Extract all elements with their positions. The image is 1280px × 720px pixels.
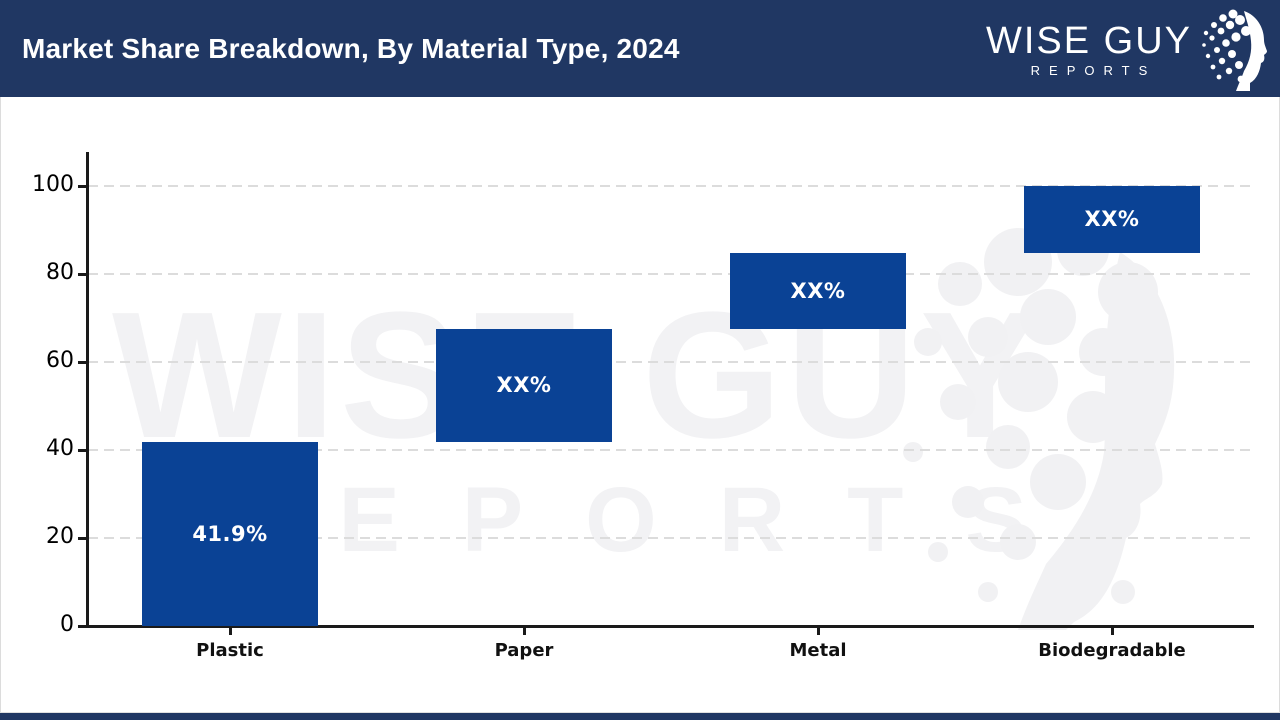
brand-name: WISE GUY bbox=[985, 19, 1192, 62]
bar-metal: XX% bbox=[730, 252, 906, 329]
x-category-label: Paper bbox=[494, 640, 554, 661]
gridline-60 bbox=[88, 361, 1253, 363]
y-tick-40 bbox=[78, 448, 86, 452]
bar-value-label: XX% bbox=[790, 278, 846, 303]
bar-plastic: 41.9% bbox=[142, 441, 318, 626]
gridline-100 bbox=[88, 185, 1253, 187]
y-tick-label-60: 60 bbox=[46, 348, 74, 373]
y-tick-label-40: 40 bbox=[46, 436, 74, 461]
x-tick-biodegradable bbox=[1110, 628, 1114, 635]
y-axis-line bbox=[86, 152, 89, 628]
x-tick-plastic bbox=[228, 628, 232, 635]
x-tick-metal bbox=[816, 628, 820, 635]
footer-accent-bar bbox=[0, 712, 1280, 720]
brand-logo-text: WISE GUY REPORTS bbox=[986, 21, 1192, 78]
watermark-text-line2: REPORTS bbox=[210, 469, 1089, 571]
bar-value-label: 41.9% bbox=[192, 521, 268, 546]
y-tick-20 bbox=[78, 536, 86, 540]
y-tick-80 bbox=[78, 272, 86, 276]
y-tick-100 bbox=[78, 184, 86, 188]
watermark-head-logo bbox=[903, 224, 1175, 630]
x-category-label: Plastic bbox=[196, 640, 264, 661]
gridline-40 bbox=[88, 449, 1253, 451]
bar-value-label: XX% bbox=[1084, 207, 1140, 232]
bar-paper: XX% bbox=[436, 328, 612, 442]
bar-biodegradable: XX% bbox=[1024, 186, 1200, 253]
brand-head-icon bbox=[1202, 9, 1267, 91]
y-tick-label-0: 0 bbox=[60, 612, 74, 637]
x-tick-paper bbox=[522, 628, 526, 635]
gridline-20 bbox=[88, 537, 1253, 539]
x-axis-line bbox=[86, 625, 1254, 628]
page-title: Market Share Breakdown, By Material Type… bbox=[22, 32, 680, 64]
y-tick-0 bbox=[78, 624, 86, 628]
x-category-label: Metal bbox=[789, 640, 847, 661]
y-tick-label-80: 80 bbox=[46, 260, 74, 285]
header-bar: Market Share Breakdown, By Material Type… bbox=[0, 0, 1280, 97]
y-tick-label-100: 100 bbox=[32, 172, 74, 197]
brand-logo: WISE GUY REPORTS bbox=[986, 4, 1268, 94]
bar-value-label: XX% bbox=[496, 373, 552, 398]
x-category-label: Biodegradable bbox=[1038, 640, 1186, 661]
gridline-80 bbox=[88, 273, 1253, 275]
brand-subtitle: REPORTS bbox=[1030, 62, 1157, 78]
y-tick-label-20: 20 bbox=[46, 524, 74, 549]
y-tick-60 bbox=[78, 360, 86, 364]
